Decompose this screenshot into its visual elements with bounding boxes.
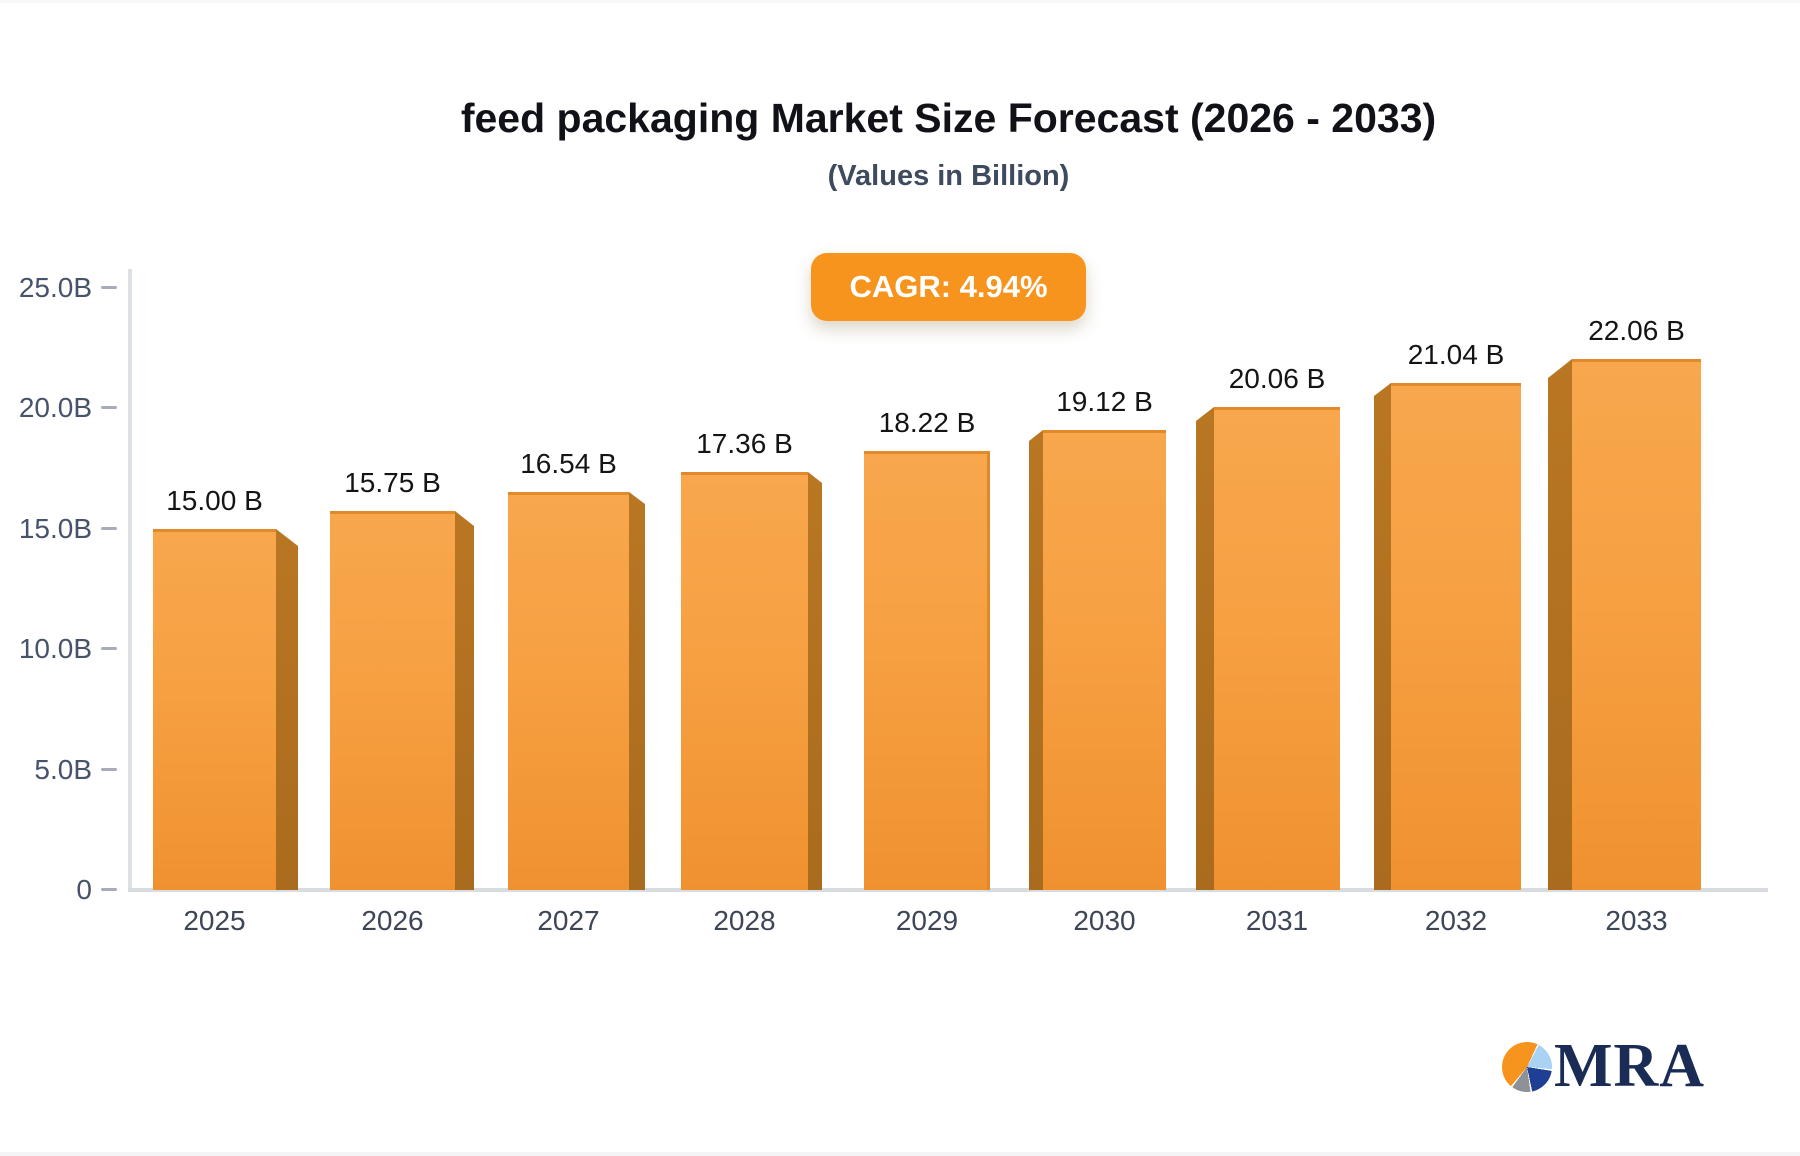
brand-logo: MRA xyxy=(1502,1031,1705,1102)
y-axis-tick-label: 5.0B xyxy=(34,753,92,785)
x-axis-baseline xyxy=(128,888,1768,892)
bar-2028 xyxy=(681,472,808,890)
bar-value-label: 18.22 B xyxy=(878,407,976,438)
chart-subtitle: (Values in Billion) xyxy=(827,160,1070,192)
y-axis-tick-label: 15.0B xyxy=(18,512,92,544)
y-axis-tick-label: 10.0B xyxy=(18,633,92,665)
bar-2031 xyxy=(1214,407,1340,890)
bar-2030 xyxy=(1043,430,1166,890)
x-axis-label: 2027 xyxy=(537,905,600,936)
y-axis-tick-mark xyxy=(101,888,117,891)
y-axis-tick-label: 20.0B xyxy=(18,392,92,424)
x-axis-label: 2030 xyxy=(1073,905,1136,936)
bar-side-face xyxy=(1196,407,1214,890)
bar-2029 xyxy=(864,451,990,890)
y-axis-tick-mark xyxy=(101,767,117,771)
bar-2027 xyxy=(508,492,629,890)
bar-value-label: 15.00 B xyxy=(166,485,263,516)
logo-text: MRA xyxy=(1554,1032,1706,1100)
cagr-badge: CAGR: 4.94% xyxy=(811,253,1086,321)
bar-2032 xyxy=(1391,383,1521,890)
bar-value-label: 15.75 B xyxy=(344,467,441,498)
y-axis-tick-mark xyxy=(101,526,117,530)
bar-side-face xyxy=(629,492,645,890)
x-axis-label: 2033 xyxy=(1605,905,1668,936)
pie-chart-icon xyxy=(1502,1041,1552,1092)
chart-title: feed packaging Market Size Forecast (202… xyxy=(460,95,1437,141)
cagr-badge-row: CAGR: 4.94% xyxy=(130,253,1767,321)
bar-side-face xyxy=(1374,383,1391,890)
y-axis-tick-mark xyxy=(101,286,117,289)
x-axis-label: 2028 xyxy=(713,905,776,936)
bar-side-face xyxy=(808,472,822,890)
bar-2025 xyxy=(153,529,276,890)
bar-2033 xyxy=(1572,359,1701,890)
y-axis-tick-mark xyxy=(101,647,117,651)
bar-value-label: 22.06 B xyxy=(1588,315,1685,346)
bar-side-face xyxy=(1548,359,1572,890)
bar-value-label: 16.54 B xyxy=(520,448,617,479)
bar-value-label: 21.04 B xyxy=(1407,339,1505,370)
x-axis-label: 2029 xyxy=(895,905,959,936)
x-axis-label: 2032 xyxy=(1424,905,1488,936)
bar-value-label: 20.06 B xyxy=(1228,363,1326,394)
bar-value-label: 19.12 B xyxy=(1056,386,1153,417)
y-axis-line xyxy=(128,269,132,892)
x-axis-label: 2031 xyxy=(1245,905,1309,936)
bar-value-label: 17.36 B xyxy=(696,428,793,459)
chart-header: feed packaging Market Size Forecast (202… xyxy=(130,95,1767,193)
bar-2026 xyxy=(330,511,455,890)
y-axis-tick-label: 0 xyxy=(76,874,92,905)
bar-side-face xyxy=(455,511,474,890)
x-axis-label: 2026 xyxy=(361,905,424,936)
y-axis-tick-label: 25.0B xyxy=(18,272,92,303)
y-axis-tick-mark xyxy=(101,406,117,410)
bar-side-face xyxy=(1029,430,1043,890)
x-axis-label: 2025 xyxy=(183,905,246,936)
bar-side-face xyxy=(276,529,298,890)
